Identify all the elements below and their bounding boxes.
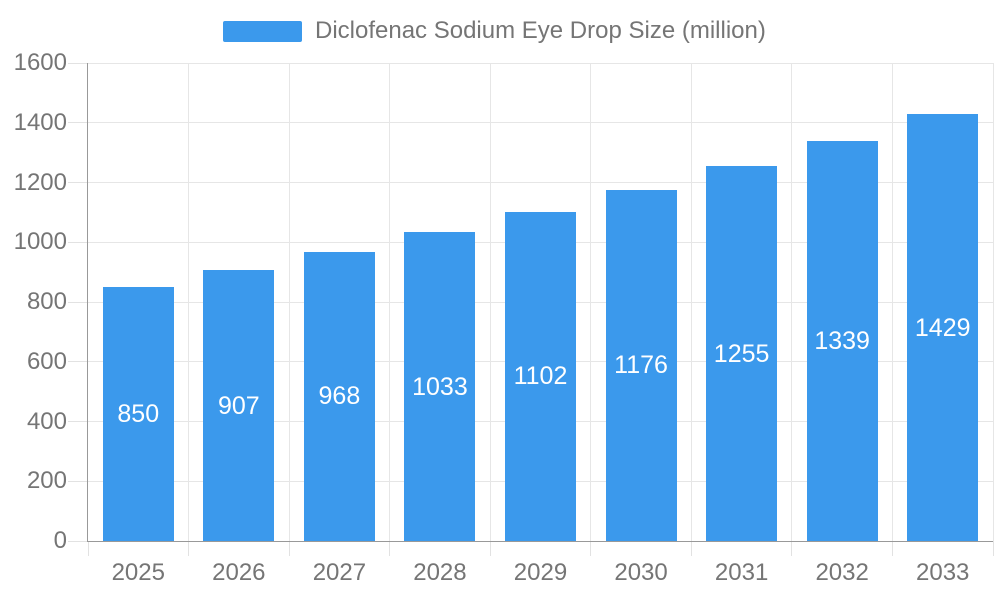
grid-line-vertical bbox=[791, 63, 793, 541]
x-axis-tick bbox=[992, 541, 994, 556]
x-axis-tick bbox=[891, 541, 893, 556]
x-axis-line bbox=[87, 541, 993, 542]
bar bbox=[203, 270, 275, 541]
y-axis-tick-label: 200 bbox=[26, 467, 67, 495]
bar-value-label: 968 bbox=[318, 382, 361, 411]
x-axis-label: 2025 bbox=[111, 559, 165, 586]
bar-value-label: 1255 bbox=[713, 339, 770, 368]
y-axis-tick bbox=[68, 540, 88, 542]
y-axis-tick-label: 800 bbox=[26, 288, 67, 315]
y-axis-tick bbox=[68, 241, 88, 243]
y-axis-tick-label: 1400 bbox=[13, 108, 67, 136]
x-axis-label: 2029 bbox=[513, 559, 568, 586]
bar-value-label: 907 bbox=[217, 391, 260, 420]
grid-line-vertical bbox=[389, 63, 391, 541]
grid-line-vertical bbox=[188, 63, 190, 541]
bar-value-label: 1339 bbox=[814, 326, 870, 355]
grid-line-horizontal bbox=[88, 182, 993, 183]
x-axis-tick bbox=[489, 541, 491, 556]
x-axis-tick bbox=[791, 541, 793, 556]
x-axis-label: 2026 bbox=[212, 559, 266, 586]
y-axis-tick bbox=[68, 301, 88, 303]
x-axis-tick bbox=[188, 541, 190, 556]
grid-line-vertical bbox=[590, 63, 592, 541]
bar bbox=[102, 287, 174, 541]
x-axis-label: 2028 bbox=[413, 559, 467, 586]
y-axis-tick bbox=[68, 361, 88, 363]
y-axis-tick bbox=[68, 182, 88, 183]
legend[interactable]: Diclofenac Sodium Eye Drop Size (million… bbox=[223, 17, 766, 45]
bar-value-label: 1102 bbox=[513, 362, 568, 391]
y-axis-tick-label: 0 bbox=[53, 527, 67, 554]
bar bbox=[303, 251, 375, 541]
y-axis-tick-label: 1000 bbox=[13, 228, 67, 256]
bar bbox=[505, 211, 576, 541]
grid-line-vertical bbox=[288, 63, 290, 541]
grid-line-vertical bbox=[992, 63, 994, 541]
legend-swatch-icon bbox=[223, 20, 302, 42]
x-axis-tick bbox=[690, 541, 692, 556]
bar bbox=[404, 232, 476, 541]
y-axis-tick-label: 1600 bbox=[13, 49, 67, 76]
x-axis-tick bbox=[389, 541, 391, 556]
x-axis-tick bbox=[288, 541, 290, 556]
y-axis-tick-label: 600 bbox=[26, 347, 67, 375]
y-axis-tick bbox=[68, 62, 88, 64]
bar bbox=[907, 114, 979, 541]
grid-line-horizontal bbox=[88, 62, 993, 64]
bar bbox=[605, 189, 677, 541]
bar-value-label: 1033 bbox=[412, 372, 468, 401]
grid-line-horizontal bbox=[88, 122, 993, 124]
bar-value-label: 1429 bbox=[914, 313, 971, 342]
y-axis-tick bbox=[68, 122, 88, 124]
y-axis-tick bbox=[68, 480, 88, 482]
bar bbox=[706, 166, 778, 541]
bar-value-label: 1176 bbox=[614, 351, 668, 380]
grid-line-vertical bbox=[891, 63, 893, 541]
x-axis-label: 2033 bbox=[916, 559, 970, 586]
x-axis-tick bbox=[87, 541, 89, 556]
y-axis-tick bbox=[68, 421, 88, 422]
bar bbox=[806, 140, 878, 541]
grid-line-vertical bbox=[489, 63, 491, 541]
y-axis-line bbox=[87, 63, 88, 541]
y-axis-tick-label: 1200 bbox=[13, 168, 67, 196]
x-axis-label: 2032 bbox=[815, 559, 869, 586]
y-axis-tick-label: 400 bbox=[26, 407, 67, 435]
bar-value-label: 850 bbox=[117, 400, 160, 429]
legend-label: Diclofenac Sodium Eye Drop Size (million… bbox=[315, 17, 766, 44]
x-axis-label: 2030 bbox=[614, 559, 668, 586]
grid-line-vertical bbox=[690, 63, 692, 541]
x-axis-tick bbox=[590, 541, 592, 556]
x-axis-label: 2027 bbox=[312, 559, 367, 586]
x-axis-label: 2031 bbox=[714, 559, 769, 586]
